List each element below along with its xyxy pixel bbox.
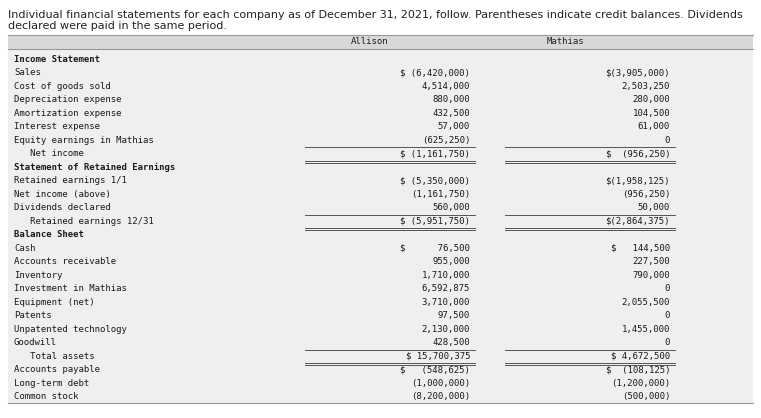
Text: $   144,500: $ 144,500	[611, 244, 670, 252]
Text: Retained earnings 12/31: Retained earnings 12/31	[14, 217, 154, 226]
Text: (625,250): (625,250)	[422, 135, 470, 145]
Text: $ 4,672,500: $ 4,672,500	[611, 352, 670, 361]
Text: Interest expense: Interest expense	[14, 122, 100, 131]
Text: Total assets: Total assets	[14, 352, 94, 361]
Text: Retained earnings 1/1: Retained earnings 1/1	[14, 176, 127, 185]
Text: Allison: Allison	[351, 38, 389, 46]
Text: 57,000: 57,000	[438, 122, 470, 131]
Text: $ (1,161,750): $ (1,161,750)	[400, 149, 470, 158]
Text: 2,055,500: 2,055,500	[622, 298, 670, 307]
Text: 104,500: 104,500	[632, 109, 670, 117]
Text: 880,000: 880,000	[432, 95, 470, 104]
Text: Goodwill: Goodwill	[14, 338, 57, 347]
Text: (1,161,750): (1,161,750)	[411, 190, 470, 199]
Text: 1,710,000: 1,710,000	[422, 270, 470, 280]
Text: 50,000: 50,000	[638, 203, 670, 212]
Text: Inventory: Inventory	[14, 270, 62, 280]
Text: Equipment (net): Equipment (net)	[14, 298, 94, 307]
Text: 61,000: 61,000	[638, 122, 670, 131]
Text: Net income (above): Net income (above)	[14, 190, 111, 199]
Text: $(2,864,375): $(2,864,375)	[606, 217, 670, 226]
Text: Sales: Sales	[14, 68, 41, 77]
Text: 6,592,875: 6,592,875	[422, 284, 470, 293]
Text: Patents: Patents	[14, 311, 52, 320]
Text: 4,514,000: 4,514,000	[422, 82, 470, 91]
Text: Unpatented technology: Unpatented technology	[14, 325, 127, 334]
Text: (500,000): (500,000)	[622, 392, 670, 401]
Text: $  (108,125): $ (108,125)	[606, 365, 670, 374]
Text: Balance Sheet: Balance Sheet	[14, 230, 84, 239]
Text: $(3,905,000): $(3,905,000)	[606, 68, 670, 77]
Text: Common stock: Common stock	[14, 392, 78, 401]
Text: $ (5,350,000): $ (5,350,000)	[400, 176, 470, 185]
Text: 227,500: 227,500	[632, 257, 670, 266]
Text: Individual financial statements for each company as of December 31, 2021, follow: Individual financial statements for each…	[8, 10, 743, 20]
Text: 2,503,250: 2,503,250	[622, 82, 670, 91]
Text: 97,500: 97,500	[438, 311, 470, 320]
Text: Accounts payable: Accounts payable	[14, 365, 100, 374]
Text: 0: 0	[664, 135, 670, 145]
Text: Net income: Net income	[14, 149, 84, 158]
Text: $ 15,700,375: $ 15,700,375	[406, 352, 470, 361]
Text: $ (5,951,750): $ (5,951,750)	[400, 217, 470, 226]
Text: 2,130,000: 2,130,000	[422, 325, 470, 334]
Text: Long-term debt: Long-term debt	[14, 379, 89, 387]
Text: Cost of goods sold: Cost of goods sold	[14, 82, 111, 91]
Text: 280,000: 280,000	[632, 95, 670, 104]
Text: $(1,958,125): $(1,958,125)	[606, 176, 670, 185]
Bar	[8, 49, 753, 404]
Text: Depreciation expense: Depreciation expense	[14, 95, 122, 104]
Text: 0: 0	[664, 338, 670, 347]
Text: 560,000: 560,000	[432, 203, 470, 212]
Text: Income Statement: Income Statement	[14, 55, 100, 64]
Text: $  (956,250): $ (956,250)	[606, 149, 670, 158]
Text: Equity earnings in Mathias: Equity earnings in Mathias	[14, 135, 154, 145]
Text: 790,000: 790,000	[632, 270, 670, 280]
Text: 3,710,000: 3,710,000	[422, 298, 470, 307]
Text: $   (548,625): $ (548,625)	[400, 365, 470, 374]
Text: 0: 0	[664, 284, 670, 293]
Text: Accounts receivable: Accounts receivable	[14, 257, 116, 266]
Text: Investment in Mathias: Investment in Mathias	[14, 284, 127, 293]
Text: (956,250): (956,250)	[622, 190, 670, 199]
Text: Amortization expense: Amortization expense	[14, 109, 122, 117]
Text: declared were paid in the same period.: declared were paid in the same period.	[8, 21, 227, 31]
Text: 432,500: 432,500	[432, 109, 470, 117]
Text: $ (6,420,000): $ (6,420,000)	[400, 68, 470, 77]
Text: 0: 0	[664, 311, 670, 320]
Text: (1,000,000): (1,000,000)	[411, 379, 470, 387]
Text: 955,000: 955,000	[432, 257, 470, 266]
Bar	[8, 35, 753, 49]
Text: (1,200,000): (1,200,000)	[611, 379, 670, 387]
Text: 1,455,000: 1,455,000	[622, 325, 670, 334]
Text: Statement of Retained Earnings: Statement of Retained Earnings	[14, 163, 175, 172]
Text: (8,200,000): (8,200,000)	[411, 392, 470, 401]
Text: 428,500: 428,500	[432, 338, 470, 347]
Text: $      76,500: $ 76,500	[400, 244, 470, 252]
Text: Dividends declared: Dividends declared	[14, 203, 111, 212]
Text: Cash: Cash	[14, 244, 36, 252]
Text: Mathias: Mathias	[546, 38, 584, 46]
